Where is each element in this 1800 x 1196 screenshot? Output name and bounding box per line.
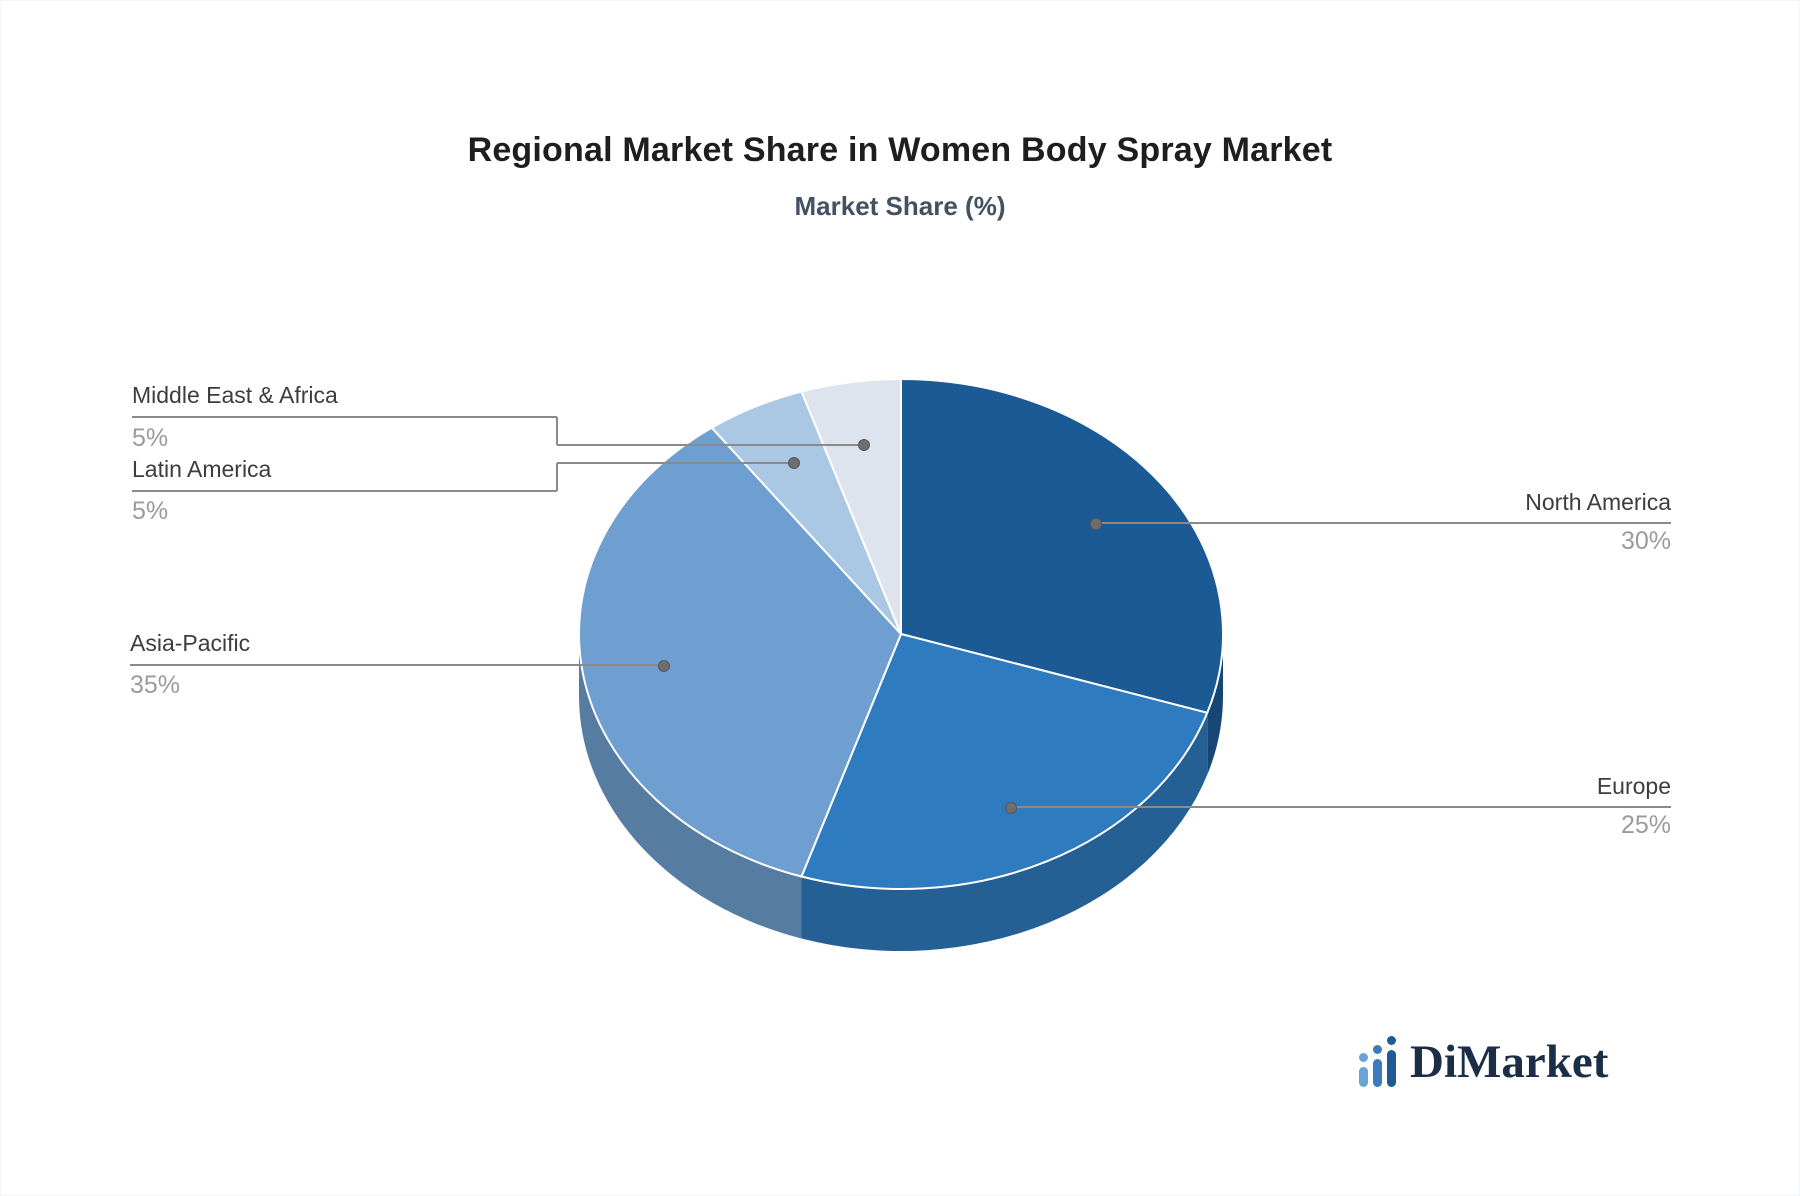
logo-bar bbox=[1359, 1067, 1368, 1087]
pie-slice-side-europe bbox=[801, 712, 1208, 951]
slice-value: 30% bbox=[1620, 527, 1671, 555]
logo-dot bbox=[1359, 1053, 1368, 1062]
connector-dot-europe bbox=[1005, 802, 1017, 814]
slice-value: 5% bbox=[132, 497, 169, 525]
logo-bar bbox=[1373, 1059, 1382, 1087]
slice-label: Asia-Pacific bbox=[130, 630, 251, 656]
chart-title: Regional Market Share in Women Body Spra… bbox=[467, 131, 1333, 169]
slice-label: North America bbox=[1525, 489, 1671, 515]
slice-value: 25% bbox=[1620, 811, 1671, 839]
pie-slice-asia-pacific[interactable] bbox=[578, 426, 903, 878]
brand-logo: DiMarket bbox=[1359, 1035, 1608, 1087]
slice-value: 35% bbox=[130, 671, 181, 699]
logo-bar bbox=[1387, 1050, 1396, 1087]
pie-slice-side-asia-pacific bbox=[579, 634, 802, 939]
callout-asia-pacific: Asia-Pacific 35% bbox=[130, 630, 250, 699]
callout-north-america: North America 30% bbox=[1171, 489, 1671, 555]
connector-dot-north-america bbox=[1090, 518, 1102, 530]
logo-dot bbox=[1387, 1036, 1396, 1045]
connector-dot-middle-east-africa bbox=[858, 439, 870, 451]
pie-slice-middle-east-africa[interactable] bbox=[800, 377, 902, 635]
slice-label: Middle East & Africa bbox=[132, 382, 338, 408]
pie-slice-europe[interactable] bbox=[800, 632, 1209, 890]
callout-middle-east-africa: Middle East & Africa 5% bbox=[132, 382, 338, 452]
slice-value: 5% bbox=[132, 424, 169, 452]
slice-label: Latin America bbox=[132, 456, 272, 482]
chart-subtitle: Market Share (%) bbox=[794, 191, 1006, 221]
slice-label: Europe bbox=[1596, 773, 1671, 799]
logo-dot bbox=[1373, 1045, 1382, 1054]
connector-dot-asia-pacific bbox=[658, 660, 670, 672]
brand-name: DiMarket bbox=[1410, 1036, 1609, 1088]
pie-slice-north-america[interactable] bbox=[900, 377, 1224, 714]
connector-dot-latin-america bbox=[788, 457, 800, 469]
pie-slice-side-north-america bbox=[1207, 634, 1223, 775]
bar-chart-logo-icon bbox=[1359, 1035, 1399, 1087]
callout-europe: Europe 25% bbox=[1171, 773, 1671, 839]
callout-latin-america: Latin America 5% bbox=[132, 456, 271, 525]
